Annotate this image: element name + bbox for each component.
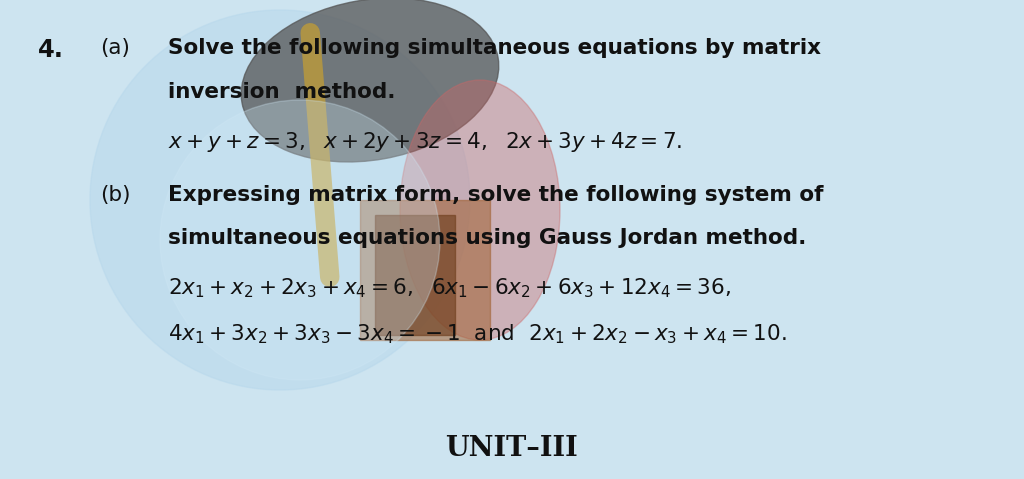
Text: (a): (a) [100,38,130,58]
Text: Expressing matrix form, solve the following system of: Expressing matrix form, solve the follow… [168,185,823,205]
Text: UNIT–III: UNIT–III [445,435,579,462]
Bar [360,200,490,340]
Circle shape [90,10,470,390]
Text: inversion  method.: inversion method. [168,82,395,102]
Text: $2x_1 + x_2 + 2x_3 + x_4 = 6,\ \ 6x_1 - 6x_2 + 6x_3 + 12x_4 = 36,$: $2x_1 + x_2 + 2x_3 + x_4 = 6,\ \ 6x_1 - … [168,276,731,299]
Ellipse shape [242,0,499,162]
Text: $4x_1 + 3x_2 + 3x_3 - 3x_4 = -1\ \ \mathrm{and}\ \ 2x_1 + 2x_2 - x_3 + x_4 = 10.: $4x_1 + 3x_2 + 3x_3 - 3x_4 = -1\ \ \math… [168,322,786,346]
Bar [375,215,455,335]
Text: (b): (b) [100,185,130,205]
Text: Solve the following simultaneous equations by matrix: Solve the following simultaneous equatio… [168,38,821,58]
FancyArrowPatch shape [310,33,330,277]
Circle shape [160,100,440,380]
Text: simultaneous equations using Gauss Jordan method.: simultaneous equations using Gauss Jorda… [168,228,806,248]
Ellipse shape [400,80,560,340]
Text: $x + y + z = 3,\ \ x + 2y + 3z = 4,\ \ 2x + 3y + 4z = 7.$: $x + y + z = 3,\ \ x + 2y + 3z = 4,\ \ 2… [168,130,682,154]
Text: 4.: 4. [38,38,63,62]
